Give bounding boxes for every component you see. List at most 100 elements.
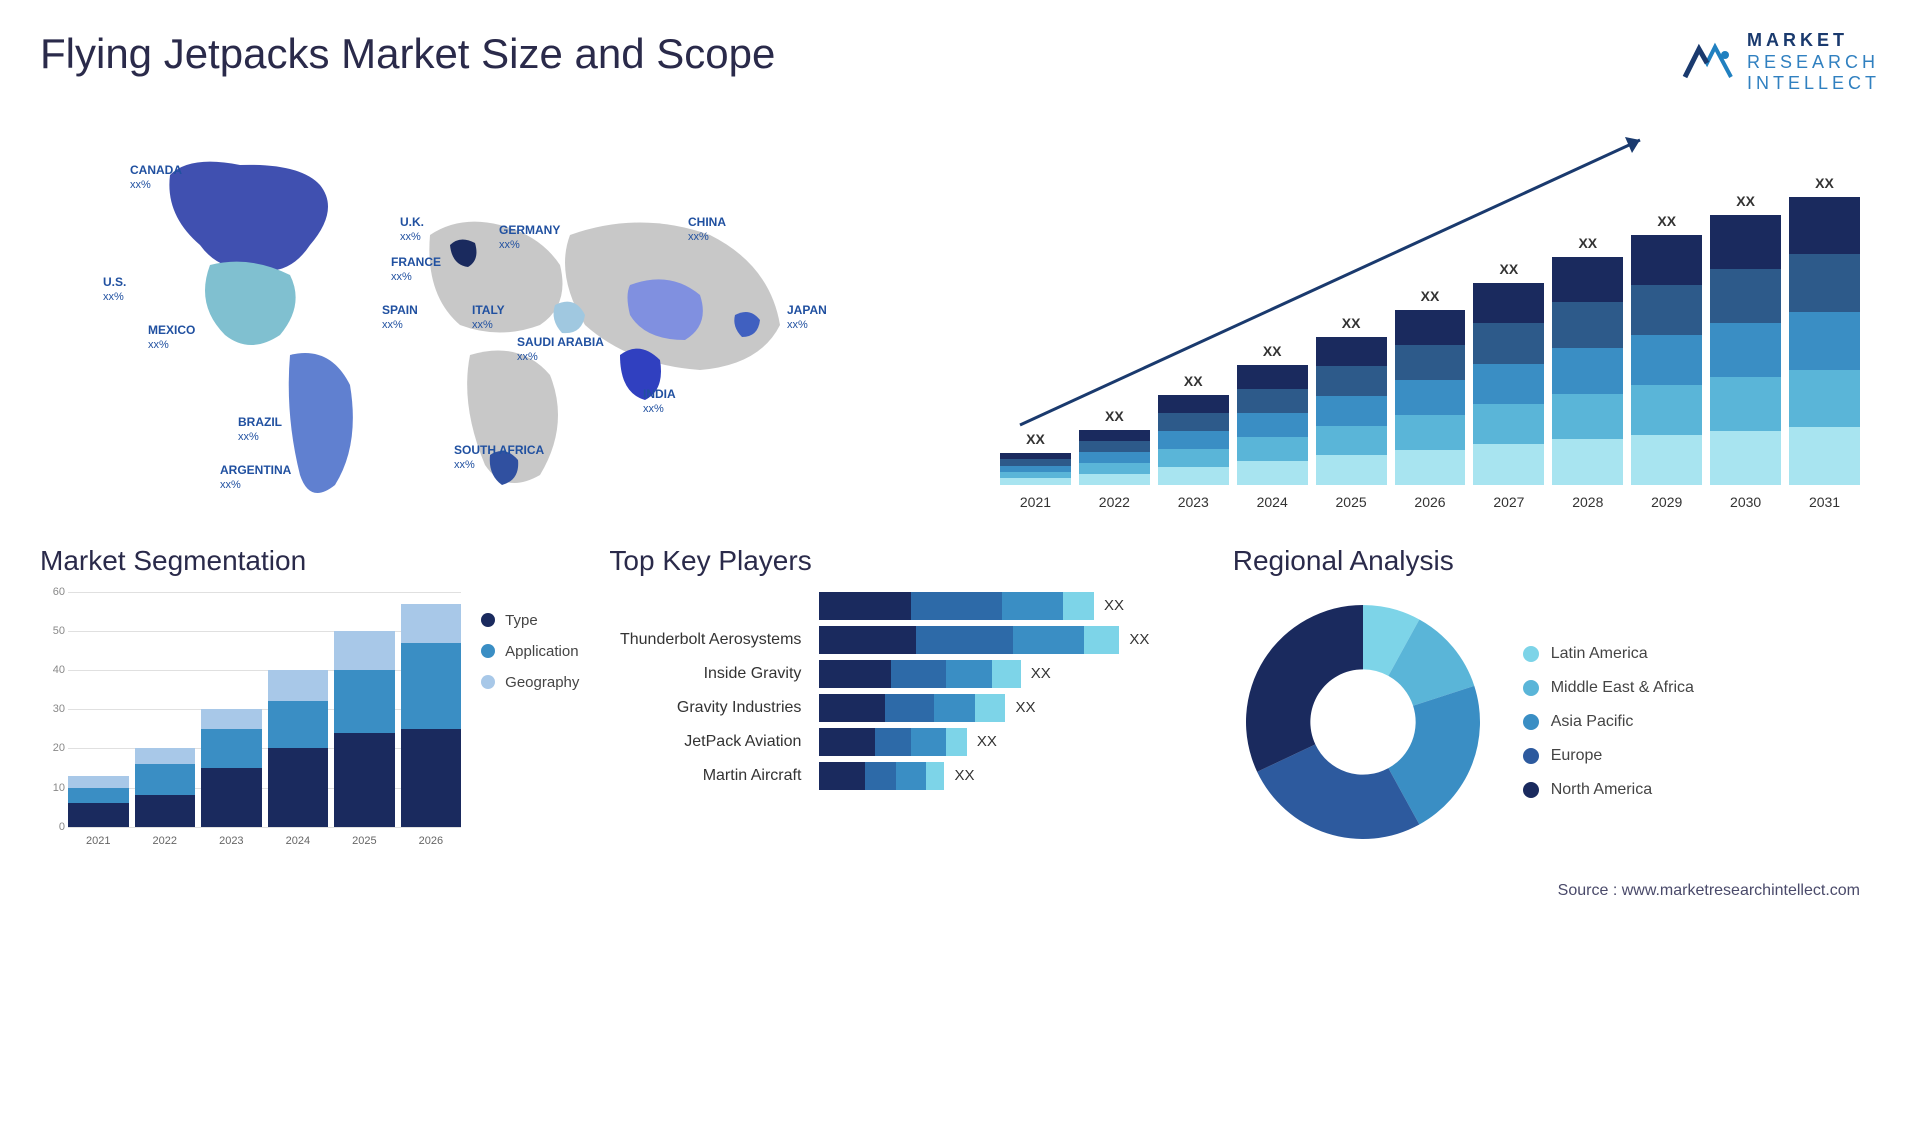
map-label: MEXICOxx% [148,323,195,353]
regional-legend-item: Asia Pacific [1523,713,1694,731]
player-value: XX [954,767,974,784]
player-value: XX [1015,699,1035,716]
regional-legend-item: Latin America [1523,645,1694,663]
segmentation-bar: 2021 [68,776,129,827]
y-axis-tick: 0 [59,821,65,833]
regional-section: Regional Analysis Latin America Middle Ea… [1233,545,1880,852]
growth-bar-year: 2026 [1414,494,1445,510]
growth-bar-year: 2029 [1651,494,1682,510]
growth-bar-value: XX [1342,315,1361,331]
logo-line3: INTELLECT [1747,73,1880,95]
player-row: Inside GravityXX [609,660,1202,688]
growth-bar: XX2022 [1079,430,1150,485]
player-value: XX [1129,631,1149,648]
segmentation-section: Market Segmentation 0102030405060 202120… [40,545,579,852]
map-label: FRANCExx% [391,255,441,285]
segmentation-bar: 2024 [268,670,329,827]
growth-bar-year: 2031 [1809,494,1840,510]
segmentation-legend-item: Type [481,612,579,629]
y-axis-tick: 60 [53,586,65,598]
map-label: ARGENTINAxx% [220,463,291,493]
segmentation-legend-item: Application [481,643,579,660]
map-label: U.K.xx% [400,215,424,245]
growth-bar-year: 2024 [1257,494,1288,510]
growth-bar-value: XX [1657,213,1676,229]
map-label: CHINAxx% [688,215,726,245]
segmentation-legend-item: Geography [481,674,579,691]
segmentation-year: 2021 [86,835,110,847]
player-name: Thunderbolt Aerosystems [609,631,809,649]
growth-bar-value: XX [1184,373,1203,389]
segmentation-bar: 2022 [135,748,196,826]
growth-bar: XX2021 [1000,453,1071,485]
segmentation-year: 2026 [419,835,443,847]
player-name: Martin Aircraft [609,767,809,785]
growth-bar-value: XX [1263,343,1282,359]
map-label: JAPANxx% [787,303,827,333]
segmentation-year: 2023 [219,835,243,847]
map-label: SPAINxx% [382,303,418,333]
segmentation-title: Market Segmentation [40,545,579,577]
map-label: ITALYxx% [472,303,505,333]
map-label: BRAZILxx% [238,415,282,445]
growth-bar: XX2026 [1395,310,1466,485]
player-value: XX [1104,597,1124,614]
growth-bar-year: 2027 [1493,494,1524,510]
growth-bar-year: 2030 [1730,494,1761,510]
growth-chart: XX2021XX2022XX2023XX2024XX2025XX2026XX20… [980,115,1880,515]
growth-bar: XX2028 [1552,257,1623,485]
growth-bar-value: XX [1421,288,1440,304]
player-value: XX [977,733,997,750]
growth-bar-value: XX [1026,431,1045,447]
donut-slice [1246,605,1363,772]
segmentation-year: 2025 [352,835,376,847]
map-label: SAUDI ARABIAxx% [517,335,604,365]
segmentation-year: 2022 [153,835,177,847]
growth-bar-year: 2025 [1336,494,1367,510]
player-name: JetPack Aviation [609,733,809,751]
map-label: GERMANYxx% [499,223,560,253]
growth-bar-year: 2028 [1572,494,1603,510]
growth-bar: XX2023 [1158,395,1229,485]
growth-bar: XX2030 [1710,215,1781,485]
page-title: Flying Jetpacks Market Size and Scope [40,30,775,78]
y-axis-tick: 50 [53,625,65,637]
map-label: U.S.xx% [103,275,126,305]
segmentation-bar: 2026 [401,604,462,827]
y-axis-tick: 10 [53,782,65,794]
growth-bar: XX2024 [1237,365,1308,485]
growth-bar-year: 2021 [1020,494,1051,510]
map-label: SOUTH AFRICAxx% [454,443,544,473]
source-attribution: Source : www.marketresearchintellect.com [40,882,1880,900]
y-axis-tick: 40 [53,664,65,676]
player-row: XX [609,592,1202,620]
regional-legend-item: Middle East & Africa [1523,679,1694,697]
growth-bar-year: 2023 [1178,494,1209,510]
logo-line1: MARKET [1747,30,1880,52]
player-name: Gravity Industries [609,699,809,717]
logo-icon [1677,37,1737,87]
growth-bar: XX2027 [1473,283,1544,485]
player-row: Thunderbolt Aerosystems XX [609,626,1202,654]
player-row: Gravity Industries XX [609,694,1202,722]
players-section: Top Key Players XXThunderbolt Aerosystem… [609,545,1202,852]
y-axis-tick: 30 [53,703,65,715]
growth-bar-value: XX [1815,175,1834,191]
map-label: CANADAxx% [130,163,182,193]
segmentation-bar: 2025 [334,631,395,827]
growth-bar-value: XX [1105,408,1124,424]
players-title: Top Key Players [609,545,1202,577]
player-row: Martin Aircraft XX [609,762,1202,790]
logo-line2: RESEARCH [1747,52,1880,74]
growth-bar-year: 2022 [1099,494,1130,510]
growth-bar-value: XX [1578,235,1597,251]
map-label: INDIAxx% [643,387,676,417]
player-value: XX [1031,665,1051,682]
world-map: CANADAxx% U.S.xx% MEXICOxx% BRAZILxx% ARGENT… [40,115,940,515]
regional-donut-chart [1233,592,1493,852]
regional-legend-item: Europe [1523,747,1694,765]
regional-legend-item: North America [1523,781,1694,799]
regional-title: Regional Analysis [1233,545,1880,577]
player-row: JetPack Aviation XX [609,728,1202,756]
segmentation-bar: 2023 [201,709,262,827]
